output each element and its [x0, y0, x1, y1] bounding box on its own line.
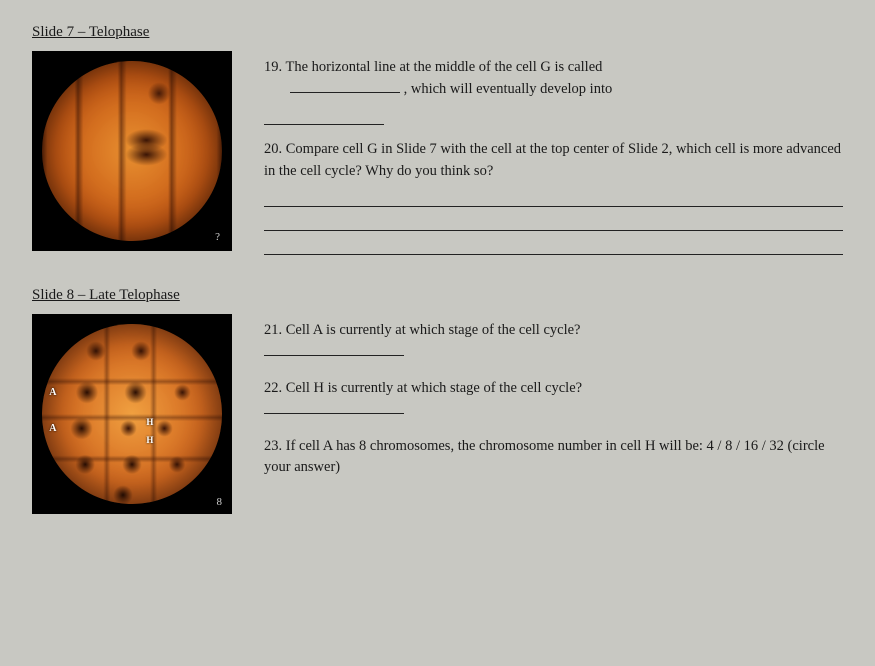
q19-indent: , which will eventually develop into — [264, 81, 612, 97]
slide-7-questions: 19. The horizontal line at the middle of… — [264, 51, 843, 269]
q22-blank[interactable] — [264, 399, 404, 414]
slide-7-section: Slide 7 – Telophase ? 19. The horizontal… — [32, 24, 843, 269]
slide-8-section: Slide 8 – Late Telophase A A H H 8 21. C… — [32, 287, 843, 514]
q19-blank-2[interactable] — [264, 107, 384, 125]
q21-text: Cell A is currently at which stage of th… — [286, 322, 581, 338]
q19-text-a: The horizontal line at the middle of the… — [286, 59, 603, 75]
q20-blank-2[interactable] — [264, 213, 843, 231]
label-a-2: A — [49, 423, 56, 434]
q19-blank-1[interactable] — [290, 79, 400, 94]
q21-number: 21. — [264, 322, 282, 338]
q23-text: If cell A has 8 chromosomes, the chromos… — [264, 438, 825, 476]
q20-blank-1[interactable] — [264, 189, 843, 207]
q21-blank[interactable] — [264, 341, 404, 356]
question-20: 20. Compare cell G in Slide 7 with the c… — [264, 139, 843, 255]
q20-blank-3[interactable] — [264, 237, 843, 255]
q19-text-b: , which will eventually develop into — [404, 81, 613, 97]
slide-7-row: ? 19. The horizontal line at the middle … — [32, 51, 843, 269]
label-h-1: H — [146, 417, 153, 427]
q20-number: 20. — [264, 141, 282, 157]
slide-8-corner-label: 8 — [217, 496, 223, 508]
telophase-image — [42, 61, 222, 241]
question-22: 22. Cell H is currently at which stage o… — [264, 378, 843, 422]
q22-number: 22. — [264, 380, 282, 396]
slide-7-corner-label: ? — [215, 231, 220, 243]
slide-8-questions: 21. Cell A is currently at which stage o… — [264, 314, 843, 494]
slide-7-title: Slide 7 – Telophase — [32, 24, 843, 41]
q22-text: Cell H is currently at which stage of th… — [286, 380, 582, 396]
question-21: 21. Cell A is currently at which stage o… — [264, 320, 843, 364]
q20-text: Compare cell G in Slide 7 with the cell … — [264, 141, 841, 179]
q19-number: 19. — [264, 59, 282, 75]
question-23: 23. If cell A has 8 chromosomes, the chr… — [264, 436, 843, 480]
slide-7-micrograph: ? — [32, 51, 232, 251]
late-telophase-image: A A H H — [42, 324, 222, 504]
slide-8-row: A A H H 8 21. Cell A is currently at whi… — [32, 314, 843, 514]
question-19: 19. The horizontal line at the middle of… — [264, 57, 843, 125]
q23-number: 23. — [264, 438, 282, 454]
slide-8-micrograph: A A H H 8 — [32, 314, 232, 514]
slide-8-title: Slide 8 – Late Telophase — [32, 287, 843, 304]
label-h-2: H — [146, 435, 153, 445]
label-a-1: A — [49, 387, 56, 398]
